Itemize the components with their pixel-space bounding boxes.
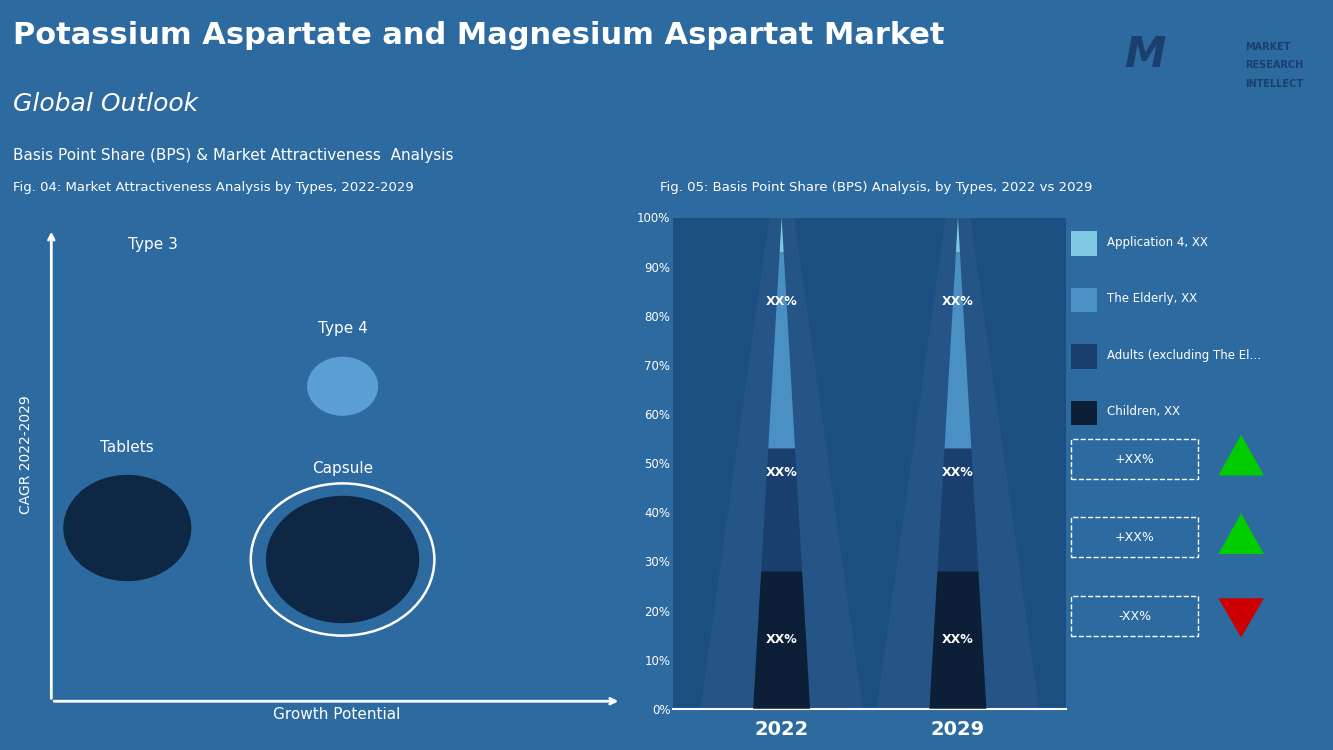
Polygon shape [1218,513,1264,554]
Text: RESEARCH: RESEARCH [1245,61,1304,70]
Circle shape [99,274,207,363]
Text: Children, XX: Children, XX [1106,405,1180,418]
Polygon shape [700,129,862,709]
Text: MARKET: MARKET [1245,41,1290,52]
Text: XX%: XX% [765,634,797,646]
Text: XX%: XX% [765,295,797,307]
Text: M: M [1124,34,1165,76]
Text: XX%: XX% [942,634,974,646]
Text: XX%: XX% [942,466,974,479]
Polygon shape [929,572,986,709]
Text: Application 4, XX: Application 4, XX [1106,236,1208,248]
Text: Adults (excluding The El…: Adults (excluding The El… [1106,349,1261,361]
Polygon shape [761,448,802,572]
Polygon shape [937,448,978,572]
Bar [1072,344,1097,369]
Text: CAGR 2022-2029: CAGR 2022-2029 [19,395,33,514]
Text: Potassium Aspartate and Magnesium Aspartat Market: Potassium Aspartate and Magnesium Aspart… [13,21,945,50]
Text: Fig. 05: Basis Point Share (BPS) Analysis, by Types, 2022 vs 2029: Fig. 05: Basis Point Share (BPS) Analysi… [660,182,1092,194]
Polygon shape [1218,598,1264,638]
Text: +XX%: +XX% [1114,453,1154,466]
Bar [1072,400,1097,425]
Text: Tablets: Tablets [100,440,155,454]
Polygon shape [956,217,960,252]
Polygon shape [945,252,972,448]
Text: Type 4: Type 4 [317,321,368,336]
Text: +XX%: +XX% [1114,531,1154,544]
Polygon shape [1218,435,1264,476]
Polygon shape [877,129,1040,709]
Text: XX%: XX% [765,466,797,479]
Circle shape [308,358,377,416]
Text: Global Outlook: Global Outlook [13,92,199,116]
Text: INTELLECT: INTELLECT [1245,80,1304,89]
Circle shape [267,496,419,622]
Text: Basis Point Share (BPS) & Market Attractiveness  Analysis: Basis Point Share (BPS) & Market Attract… [13,148,453,163]
Text: Growth Potential: Growth Potential [272,707,400,722]
Bar [1072,288,1097,312]
Polygon shape [753,572,810,709]
Text: The Elderly, XX: The Elderly, XX [1106,292,1197,305]
Text: -XX%: -XX% [1118,610,1152,623]
Text: XX%: XX% [942,295,974,307]
Text: Type 3: Type 3 [128,237,177,252]
Bar [1072,231,1097,256]
Text: Capsule: Capsule [312,460,373,476]
Polygon shape [780,217,784,252]
Circle shape [64,476,191,580]
Polygon shape [768,252,794,448]
Text: Fig. 04: Market Attractiveness Analysis by Types, 2022-2029: Fig. 04: Market Attractiveness Analysis … [13,182,415,194]
